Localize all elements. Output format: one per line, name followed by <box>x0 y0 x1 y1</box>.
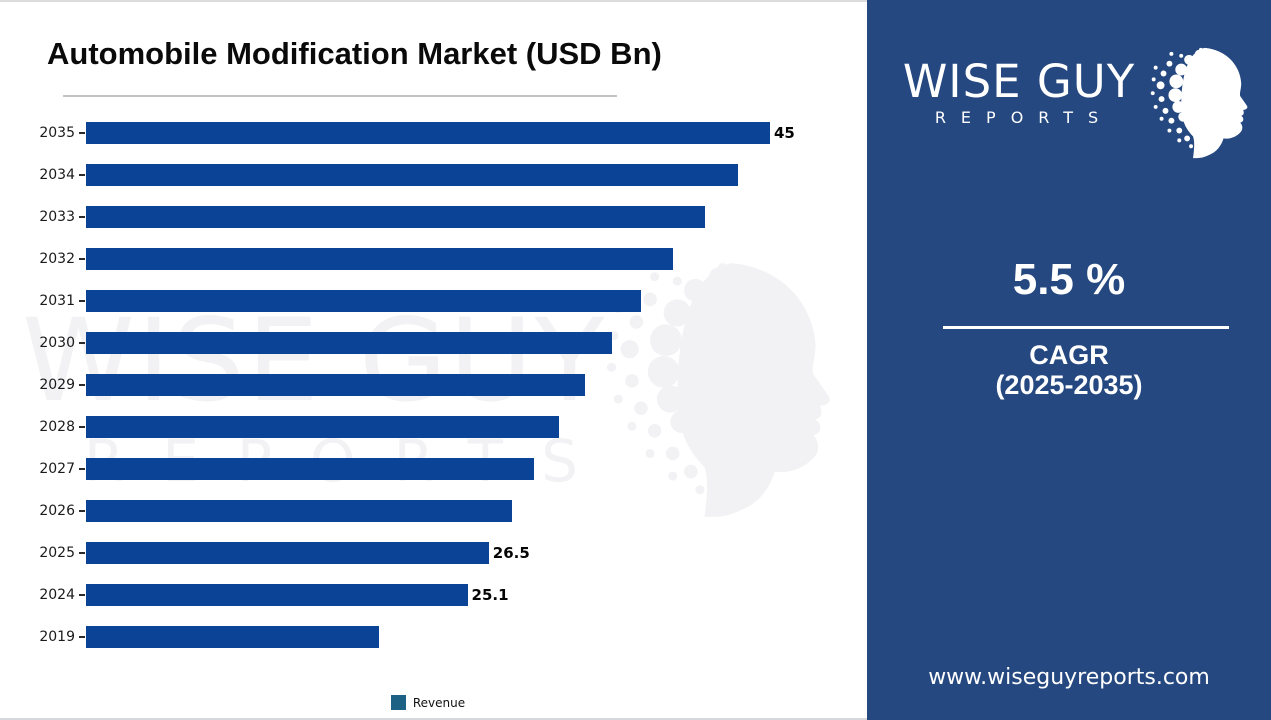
plot-area: 2035 45 2034 2033 2032 2031 2030 2029 2028 2027 20… <box>30 112 860 658</box>
logo-head-icon <box>1150 47 1248 159</box>
y-tick-mark <box>79 426 85 428</box>
bar-value-label: 45 <box>774 124 795 142</box>
y-tick-mark <box>79 552 85 554</box>
bar-value-label: 25.1 <box>471 586 509 604</box>
bar-row-2034: 2034 <box>30 154 860 196</box>
revenue-bar <box>86 332 612 354</box>
revenue-bar <box>86 122 770 144</box>
wise-guy-logo: WISE GUY REPORTS <box>867 0 1271 180</box>
bar-value-label: 26.5 <box>492 544 530 562</box>
bar-row-2027: 2027 <box>30 448 860 490</box>
bar-row-2032: 2032 <box>30 238 860 280</box>
y-tick-label: 2019 <box>39 629 75 645</box>
bar-row-2031: 2031 <box>30 280 860 322</box>
y-tick-label: 2028 <box>39 419 75 435</box>
y-tick-mark <box>79 468 85 470</box>
watermark-text-wiseguy: WISE GUY <box>22 294 607 427</box>
revenue-bar <box>86 542 489 564</box>
bar-row-2035: 2035 45 <box>30 112 860 154</box>
bar-row-2030: 2030 <box>30 322 860 364</box>
y-tick-mark <box>79 174 85 176</box>
bar-row-2033: 2033 <box>30 196 860 238</box>
cagr-divider <box>943 326 1229 329</box>
chart-title: Automobile Modification Market (USD Bn) <box>47 36 662 71</box>
revenue-bar <box>86 248 673 270</box>
chart-panel: WISE GUY REPORTS Automobile Modification… <box>0 0 867 720</box>
y-tick-label: 2030 <box>39 335 75 351</box>
y-tick-mark <box>79 510 85 512</box>
revenue-bar <box>86 290 641 312</box>
title-underline <box>63 95 617 97</box>
revenue-bar <box>86 500 512 522</box>
logo-title: WISE GUY <box>902 55 1136 108</box>
revenue-bar <box>86 626 380 648</box>
bar-row-2029: 2029 <box>30 364 860 406</box>
y-tick-mark <box>79 636 85 638</box>
revenue-bar <box>86 584 468 606</box>
y-tick-label: 2024 <box>39 587 75 603</box>
revenue-bar <box>86 374 585 396</box>
y-tick-label: 2035 <box>39 125 75 141</box>
y-tick-label: 2031 <box>39 293 75 309</box>
bar-row-2024: 2024 25.1 <box>30 574 860 616</box>
revenue-bar <box>86 458 535 480</box>
y-tick-label: 2033 <box>39 209 75 225</box>
logo-subtitle: REPORTS <box>934 108 1114 128</box>
y-tick-label: 2027 <box>39 461 75 477</box>
y-tick-label: 2034 <box>39 167 75 183</box>
y-tick-mark <box>79 384 85 386</box>
revenue-bar <box>86 416 559 438</box>
bar-row-2026: 2026 <box>30 490 860 532</box>
y-tick-mark <box>79 258 85 260</box>
y-tick-mark <box>79 216 85 218</box>
y-tick-mark <box>79 342 85 344</box>
bar-row-2028: 2028 <box>30 406 860 448</box>
legend-label: Revenue <box>412 695 466 710</box>
y-tick-label: 2026 <box>39 503 75 519</box>
bar-row-2019: 2019 <box>30 616 860 658</box>
logo-text: WISE GUY REPORTS <box>895 55 1143 128</box>
y-tick-mark <box>79 594 85 596</box>
y-tick-label: 2029 <box>39 377 75 393</box>
brand-sidebar: WISE GUY REPORTS 5.5 % CAGR (2025-2035) … <box>867 0 1271 720</box>
website-url: www.wiseguyreports.com <box>928 665 1210 690</box>
revenue-bar <box>86 206 705 228</box>
bar-row-2025: 2025 26.5 <box>30 532 860 574</box>
y-tick-label: 2025 <box>39 545 75 561</box>
legend-swatch <box>390 695 406 710</box>
cagr-label-text: CAGR <box>1029 340 1109 370</box>
y-tick-label: 2032 <box>39 251 75 267</box>
revenue-bar <box>86 164 739 186</box>
cagr-label: CAGR (2025-2035) <box>867 340 1271 400</box>
y-tick-mark <box>79 300 85 302</box>
cagr-range-text: (2025-2035) <box>995 370 1143 400</box>
chart-legend: Revenue <box>86 695 770 710</box>
y-tick-mark <box>79 132 85 134</box>
cagr-value: 5.5 % <box>1012 255 1126 304</box>
